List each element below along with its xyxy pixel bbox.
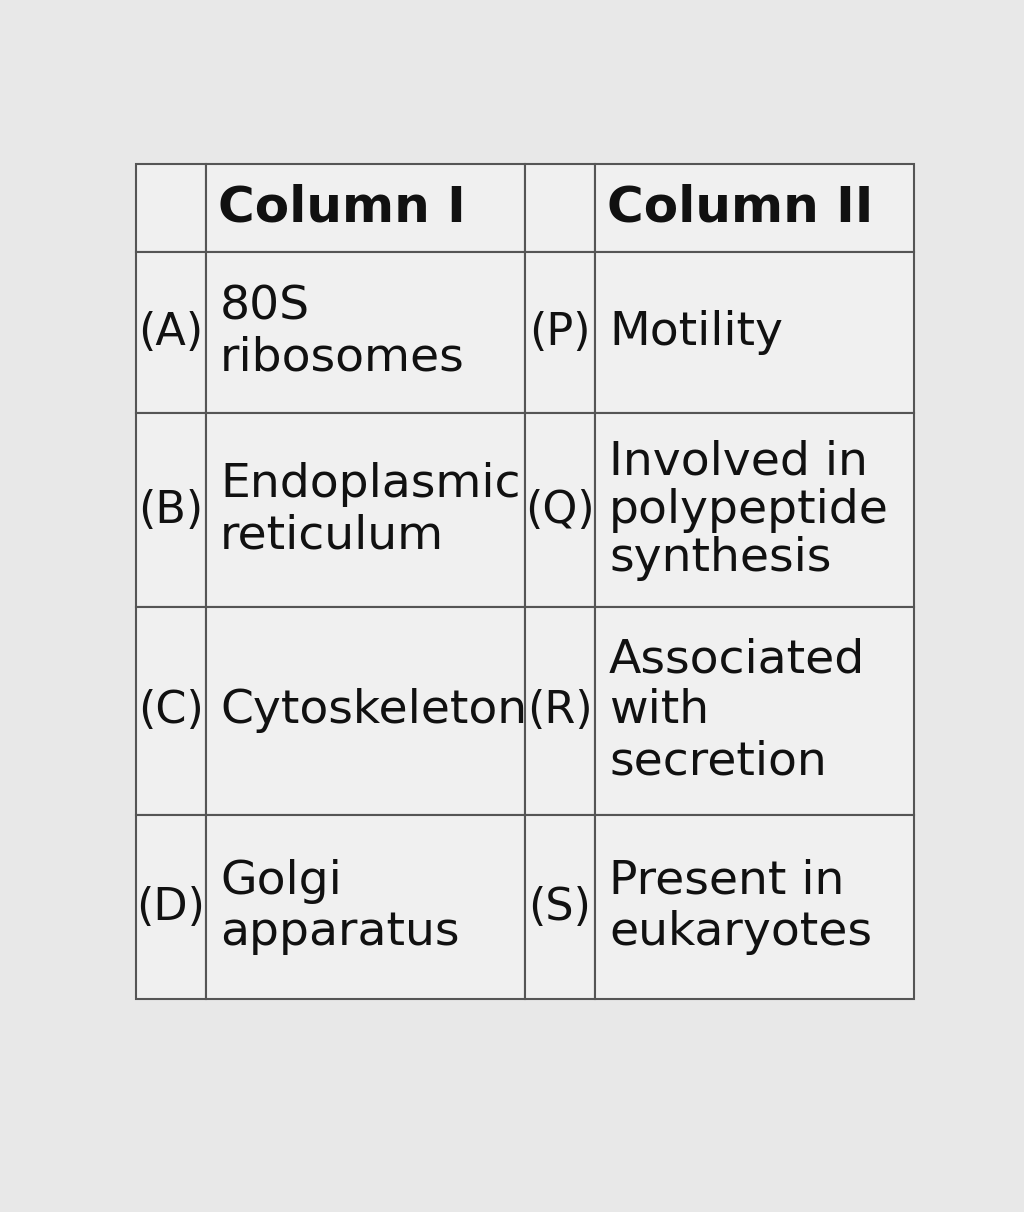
- Text: (D): (D): [136, 886, 206, 928]
- Text: Golgi: Golgi: [220, 859, 342, 904]
- Bar: [524, 814, 595, 1000]
- Text: Involved in: Involved in: [609, 439, 868, 485]
- Bar: [136, 252, 206, 413]
- Text: Cytoskeleton: Cytoskeleton: [220, 688, 527, 733]
- Bar: [595, 814, 913, 1000]
- Bar: [206, 413, 524, 607]
- Text: polypeptide: polypeptide: [609, 487, 889, 533]
- Text: eukaryotes: eukaryotes: [609, 910, 872, 955]
- Text: Column I: Column I: [218, 184, 466, 231]
- Text: Endoplasmic: Endoplasmic: [220, 462, 521, 507]
- Text: (Q): (Q): [525, 488, 595, 532]
- Text: secretion: secretion: [609, 739, 826, 784]
- Text: (C): (C): [138, 690, 204, 732]
- Bar: [595, 252, 913, 413]
- Text: ribosomes: ribosomes: [220, 336, 465, 381]
- Text: (R): (R): [527, 690, 593, 732]
- Text: (A): (A): [138, 311, 204, 354]
- Text: reticulum: reticulum: [220, 514, 444, 559]
- Text: (P): (P): [529, 311, 591, 354]
- Text: (B): (B): [138, 488, 204, 532]
- Text: Motility: Motility: [609, 310, 783, 355]
- Bar: [136, 607, 206, 814]
- Bar: [595, 164, 913, 252]
- Bar: [595, 607, 913, 814]
- Text: Column II: Column II: [606, 184, 873, 231]
- Bar: [524, 607, 595, 814]
- Bar: [136, 413, 206, 607]
- Bar: [136, 814, 206, 1000]
- Bar: [524, 164, 595, 252]
- Text: synthesis: synthesis: [609, 536, 831, 582]
- Bar: [206, 164, 524, 252]
- Text: Associated: Associated: [609, 638, 865, 682]
- Bar: [595, 413, 913, 607]
- Bar: [206, 607, 524, 814]
- Text: with: with: [609, 688, 710, 733]
- Text: 80S: 80S: [220, 285, 310, 330]
- Bar: [524, 413, 595, 607]
- Text: Present in: Present in: [609, 859, 845, 904]
- Bar: [206, 814, 524, 1000]
- Bar: [524, 252, 595, 413]
- Bar: [206, 252, 524, 413]
- Text: (S): (S): [528, 886, 591, 928]
- Bar: [136, 164, 206, 252]
- Text: apparatus: apparatus: [220, 910, 460, 955]
